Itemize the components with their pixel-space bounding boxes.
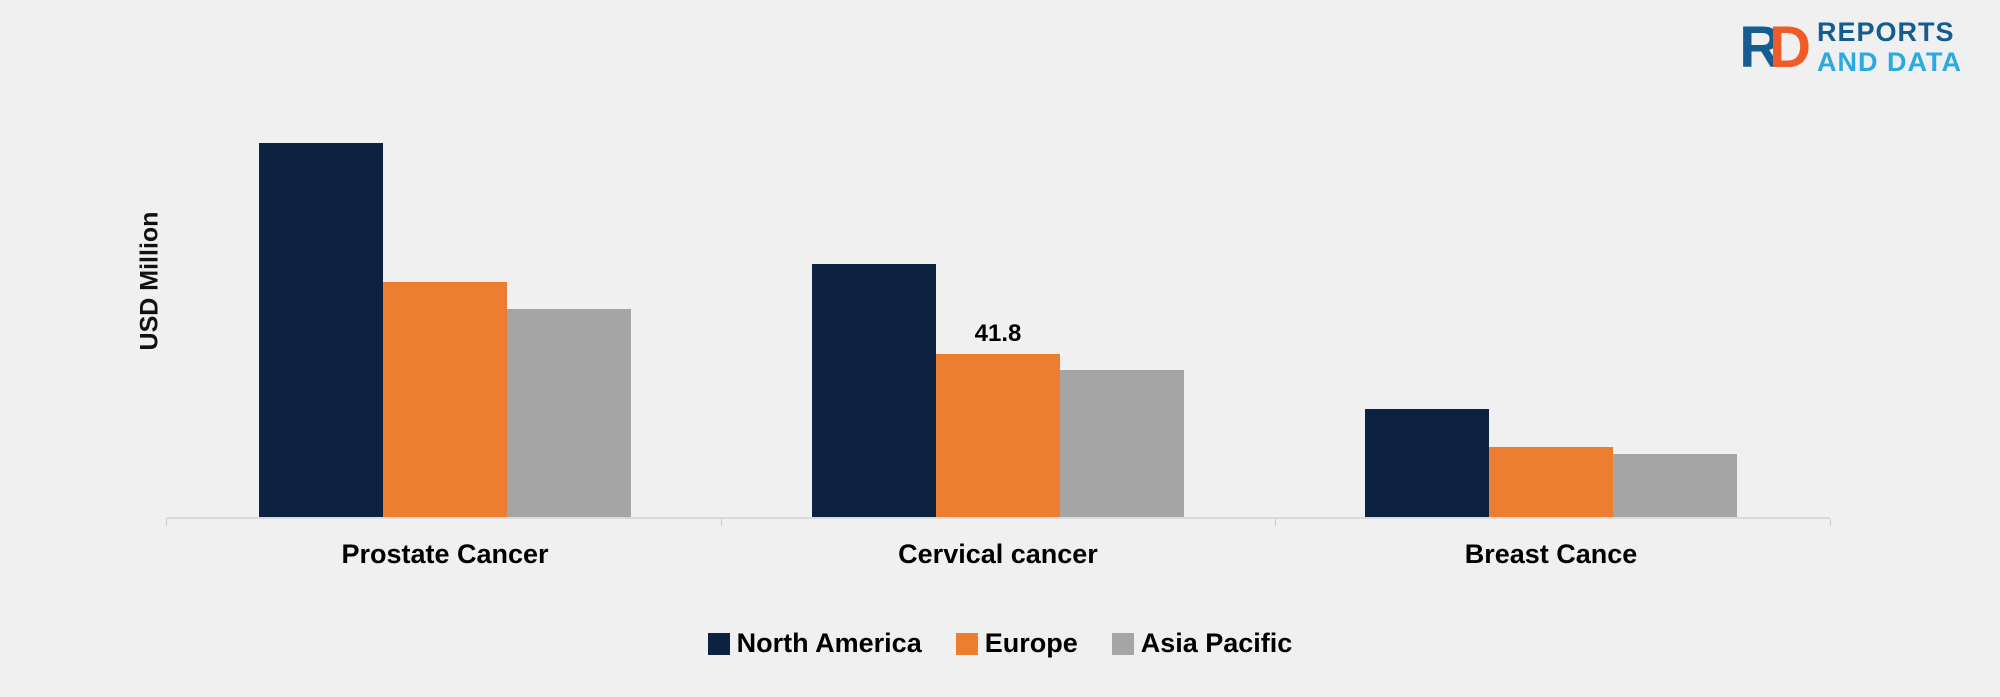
- legend-label-asia-pacific: Asia Pacific: [1140, 628, 1293, 658]
- bar-asia-pacific-prostate-cancer: [507, 309, 631, 517]
- bar-value-label-europe-cervical-cancer: 41.8: [974, 320, 1022, 347]
- bar-europe-cervical-cancer: 41.8: [936, 320, 1060, 517]
- axis-tick: [1830, 519, 1831, 526]
- bar-europe-prostate-cancer: [383, 282, 507, 517]
- legend-swatch-asia-pacific: [1111, 632, 1134, 655]
- bar-europe-breast-cance: [1489, 447, 1613, 517]
- logo-letter-d: D: [1769, 14, 1811, 80]
- category-label-cervical-cancer: Cervical cancer: [898, 539, 1098, 569]
- bar-group-breast-cance: [1365, 89, 1737, 517]
- logo-line-and-data: AND DATA: [1817, 46, 1962, 77]
- axis-tick: [166, 519, 167, 526]
- plot-area: 41.8: [166, 89, 1831, 526]
- legend-item-europe: Europe: [955, 628, 1078, 659]
- logo-text: REPORTS AND DATA: [1817, 17, 1962, 77]
- logo-letter-r: R: [1739, 14, 1781, 80]
- bar-asia-pacific-cervical-cancer: [1060, 370, 1184, 517]
- category-label-breast-cance: Breast Cance: [1464, 539, 1638, 569]
- bar-group-prostate-cancer: [259, 89, 631, 517]
- bar-group-cervical-cancer: 41.8: [812, 89, 1184, 517]
- legend-label-europe: Europe: [984, 628, 1078, 658]
- axis-tick: [1275, 519, 1277, 526]
- bar-asia-pacific-breast-cance: [1613, 454, 1737, 517]
- reports-and-data-logo: R D REPORTS AND DATA: [1739, 14, 1962, 80]
- legend-swatch-europe: [955, 632, 978, 655]
- legend: North America Europe Asia Pacific: [0, 628, 2000, 659]
- axis-tick: [720, 519, 722, 526]
- bar-north-america-prostate-cancer: [259, 143, 383, 517]
- legend-swatch-north-america: [707, 632, 730, 655]
- legend-item-asia-pacific: Asia Pacific: [1111, 628, 1293, 659]
- legend-label-north-america: North America: [736, 628, 922, 658]
- logo-mark-icon: R D: [1739, 14, 1811, 80]
- x-axis-category-labels: Prostate Cancer Cervical cancer Breast Can…: [166, 539, 1830, 570]
- logo-line-reports: REPORTS: [1817, 17, 1955, 47]
- legend-item-north-america: North America: [707, 628, 922, 659]
- bar-north-america-breast-cance: [1365, 409, 1489, 517]
- category-label-prostate-cancer: Prostate Cancer: [341, 539, 549, 569]
- y-axis-label: USD Million: [135, 211, 164, 351]
- bar-north-america-cervical-cancer: [812, 264, 936, 517]
